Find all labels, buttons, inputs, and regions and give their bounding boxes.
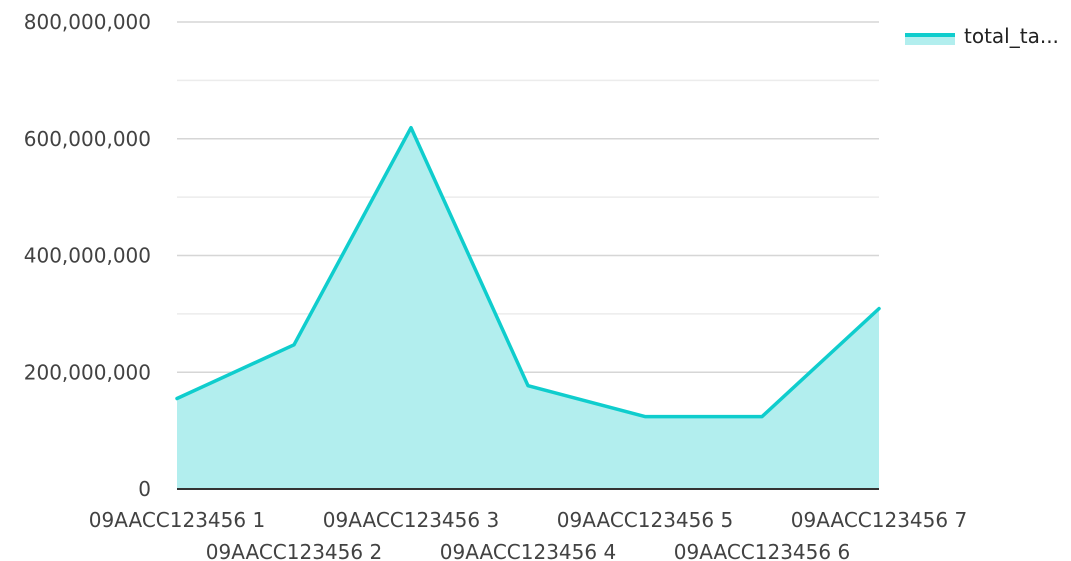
legend-swatch-fill	[905, 35, 955, 45]
x-tick-label: 09AACC123456 4	[440, 540, 616, 561]
data-point-0-3	[526, 384, 530, 388]
data-point-0-1	[292, 343, 296, 347]
x-tick-label: 09AACC123456 2	[206, 540, 382, 561]
y-tick-label: 800,000,000	[24, 10, 151, 34]
series-area-0	[177, 127, 879, 489]
data-point-0-6	[877, 307, 881, 311]
y-tick-label: 200,000,000	[24, 360, 151, 384]
y-tick-label: 400,000,000	[24, 244, 151, 268]
x-tick-label: 09AACC123456 7	[791, 508, 967, 532]
x-tick-label: 09AACC123456 3	[323, 508, 499, 532]
x-tick-label: 09AACC123456 6	[674, 540, 850, 561]
y-tick-label: 600,000,000	[24, 127, 151, 151]
y-tick-label: 0	[138, 477, 151, 501]
legend: total_ta...	[905, 24, 1059, 48]
series-area-group	[177, 127, 879, 489]
x-tick-label: 09AACC123456 1	[89, 508, 265, 532]
series-line-0	[175, 125, 881, 419]
y-axis-tick-labels: 0 200,000,000 400,000,000 600,000,000 800,00…	[24, 10, 151, 501]
data-point-0-5	[760, 415, 764, 419]
data-point-0-0	[175, 397, 179, 401]
data-point-0-2	[409, 126, 413, 130]
data-point-0-4	[643, 415, 647, 419]
legend-label-series-0: total_ta...	[964, 24, 1059, 48]
series-line-group	[175, 125, 881, 419]
x-tick-label: 09AACC123456 5	[557, 508, 733, 532]
x-axis-tick-labels: 09AACC123456 1 09AACC123456 2 09AACC123456…	[89, 508, 967, 561]
